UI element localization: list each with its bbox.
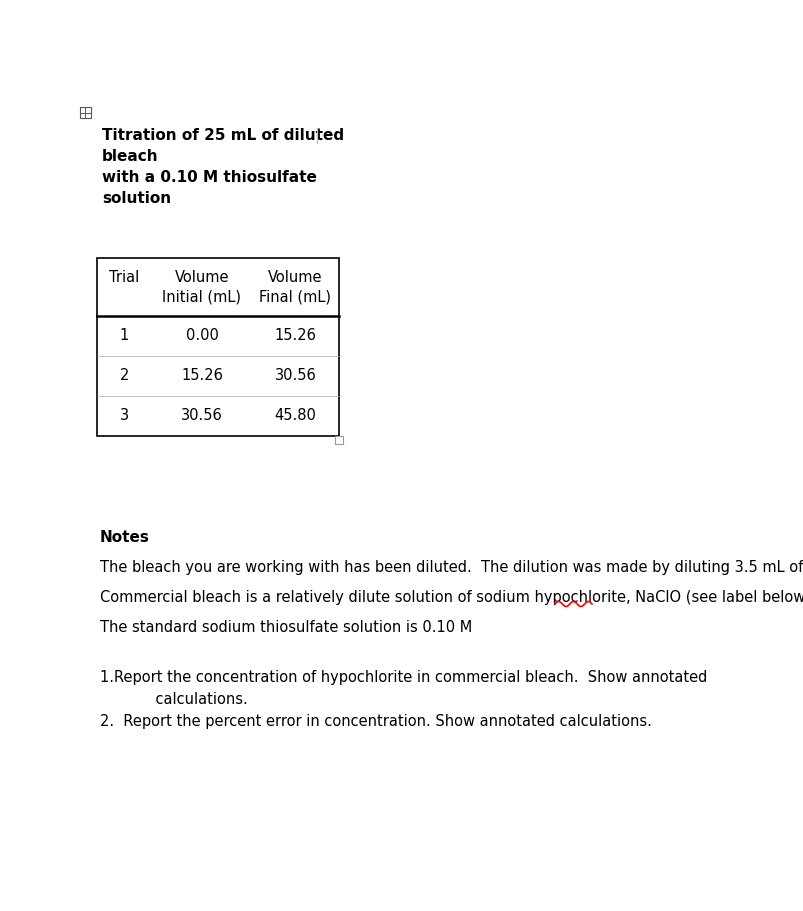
Bar (80, 107, 91, 118)
Bar (335, 436, 343, 444)
Text: 15.26: 15.26 (181, 369, 222, 384)
Text: Titration of 25 mL of diluted: Titration of 25 mL of diluted (102, 128, 344, 143)
Text: 15.26: 15.26 (274, 329, 316, 343)
Text: 1: 1 (120, 329, 129, 343)
Text: |: | (314, 128, 319, 144)
Text: 45.80: 45.80 (274, 408, 316, 424)
Text: The bleach you are working with has been diluted.  The dilution was made by dilu: The bleach you are working with has been… (100, 560, 803, 575)
Text: 3: 3 (120, 408, 129, 424)
Text: The standard sodium thiosulfate solution is 0.10 M: The standard sodium thiosulfate solution… (100, 620, 471, 635)
Bar (97, 258, 339, 436)
Text: Volume
Initial (mL): Volume Initial (mL) (162, 270, 241, 305)
Text: 30.56: 30.56 (181, 408, 222, 424)
Text: calculations.: calculations. (100, 692, 247, 707)
Text: 2: 2 (120, 369, 129, 384)
Text: Volume
Final (mL): Volume Final (mL) (259, 270, 331, 305)
Text: bleach: bleach (102, 149, 158, 164)
Text: Commercial bleach is a relatively dilute solution of sodium hypochlorite, NaClO : Commercial bleach is a relatively dilute… (100, 590, 803, 605)
Text: 0.00: 0.00 (185, 329, 218, 343)
Text: Notes: Notes (100, 530, 149, 545)
Text: Trial: Trial (109, 270, 140, 285)
Text: 1.Report the concentration of hypochlorite in commercial bleach.  Show annotated: 1.Report the concentration of hypochlori… (100, 670, 707, 685)
Text: 2.  Report the percent error in concentration. Show annotated calculations.: 2. Report the percent error in concentra… (100, 714, 651, 729)
Text: solution: solution (102, 191, 171, 206)
Text: 30.56: 30.56 (275, 369, 316, 384)
Text: with a 0.10 M thiosulfate: with a 0.10 M thiosulfate (102, 170, 316, 185)
